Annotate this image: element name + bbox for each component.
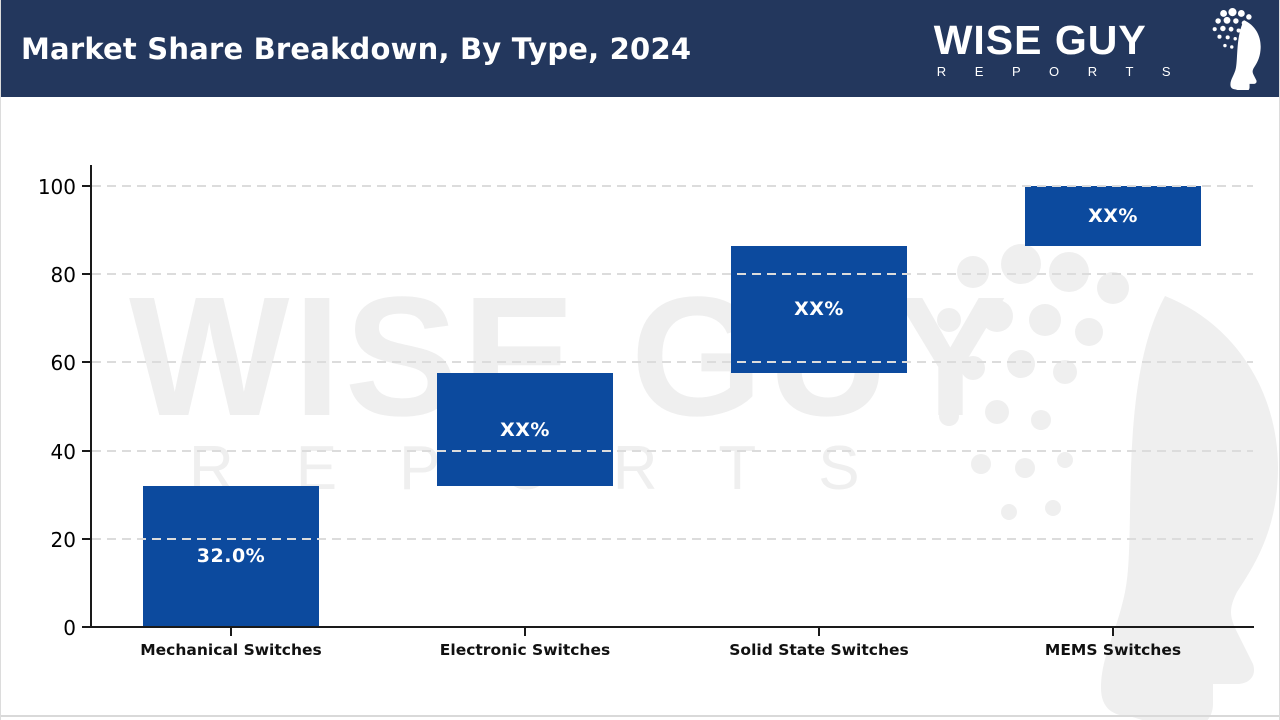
x-tick: [1112, 628, 1114, 636]
gridline: [92, 185, 1253, 187]
x-category-label: MEMS Switches: [1044, 641, 1182, 659]
x-category-label: Solid State Switches: [729, 641, 909, 659]
bar-value-label: XX%: [794, 298, 844, 321]
bar-value-label: 32.0%: [196, 545, 266, 568]
brand-logo-text: WISE GUY R E P O R T S: [933, 16, 1183, 79]
y-tick-label: 0: [63, 616, 76, 640]
bottom-divider: [1, 715, 1279, 717]
bar-electronic-switches: XX%: [437, 373, 613, 486]
y-tick-label: 40: [50, 439, 76, 464]
bar-mems-switches: XX%: [1025, 186, 1201, 246]
x-tick: [818, 628, 820, 636]
y-tick-label: 100: [37, 175, 76, 199]
page-title: Market Share Breakdown, By Type, 2024: [21, 31, 692, 66]
y-tick-label: 60: [50, 351, 76, 376]
brand-face-icon: [1212, 7, 1261, 90]
gridline: [92, 537, 1253, 540]
brand-name: WISE GUY: [933, 16, 1147, 63]
brand-subtitle: R E P O R T S: [936, 63, 1183, 79]
y-tick: [82, 626, 90, 628]
y-axis-spine: [90, 165, 92, 628]
x-axis-spine: [90, 626, 1254, 628]
x-category-label: Electronic Switches: [439, 641, 611, 659]
y-tick: [82, 449, 90, 452]
x-tick: [524, 628, 526, 636]
y-tick: [82, 361, 90, 364]
y-tick-label: 20: [50, 527, 76, 552]
x-category-label: Mechanical Switches: [140, 641, 322, 659]
y-tick: [82, 185, 90, 187]
gridline: [92, 449, 1253, 452]
header: Market Share Breakdown, By Type, 2024 WI…: [1, 0, 1279, 97]
bar-value-label: XX%: [500, 418, 550, 441]
y-tick-label: 80: [50, 263, 76, 288]
bar-value-label: XX%: [1088, 204, 1138, 227]
y-tick: [82, 273, 90, 276]
bar-solid-state-switches: XX%: [731, 245, 907, 374]
y-tick: [82, 537, 90, 540]
x-tick: [230, 628, 232, 636]
gridline: [92, 273, 1253, 276]
bar-mechanical-switches: 32.0%: [143, 485, 319, 627]
gridline: [92, 361, 1253, 364]
brand-logo: WISE GUY R E P O R T S: [933, 7, 1265, 90]
